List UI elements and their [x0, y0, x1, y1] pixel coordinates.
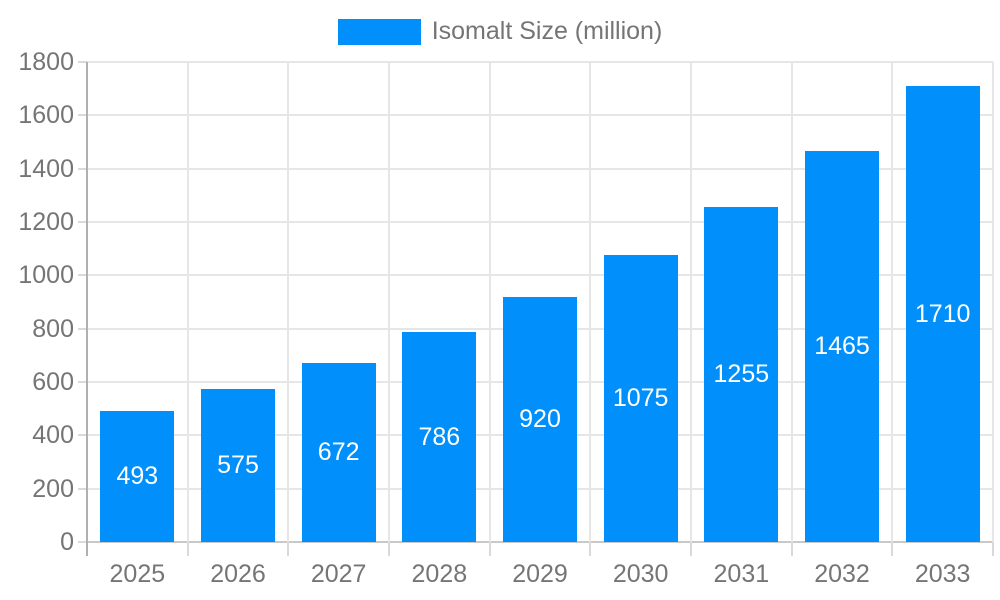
legend-label: Isomalt Size (million) — [431, 17, 663, 45]
y-axis-label: 800 — [32, 314, 74, 343]
x-axis-label: 2028 — [411, 560, 468, 588]
y-axis-label: 1800 — [18, 48, 74, 76]
x-axis-label: 2027 — [310, 560, 367, 588]
y-axis-label: 1000 — [18, 261, 74, 290]
gridline-horizontal — [87, 114, 993, 117]
x-axis-label: 2029 — [512, 560, 568, 588]
x-axis-label: 2033 — [914, 560, 971, 588]
y-axis-label: 200 — [32, 474, 74, 503]
y-axis-tick — [78, 381, 87, 383]
gridline-horizontal — [87, 61, 993, 63]
bar: 672 — [301, 362, 376, 542]
bar-value-label: 1075 — [612, 384, 669, 413]
x-axis-label: 2032 — [814, 560, 870, 588]
y-axis-label: 1400 — [18, 154, 74, 183]
y-axis-label: 1600 — [18, 101, 74, 130]
gridline-horizontal — [87, 221, 993, 223]
y-axis-label: 600 — [32, 368, 74, 396]
x-axis-line — [87, 541, 993, 543]
bar: 493 — [100, 410, 175, 542]
gridline-vertical — [287, 62, 290, 542]
y-axis-label: 0 — [60, 528, 74, 556]
x-axis-label: 2030 — [612, 560, 669, 588]
bar: 920 — [503, 296, 577, 542]
bar: 1465 — [805, 151, 879, 542]
y-axis-label: 400 — [32, 421, 74, 450]
x-axis-tick — [186, 542, 189, 556]
x-axis-label: 2031 — [713, 560, 770, 588]
bar-value-label: 575 — [217, 450, 259, 479]
gridline-vertical — [992, 62, 994, 542]
bar-value-label: 786 — [418, 422, 461, 451]
bar-value-label: 920 — [519, 404, 561, 433]
gridline-vertical — [790, 62, 793, 542]
x-axis-tick — [891, 542, 894, 556]
bar-value-label: 672 — [317, 437, 360, 466]
gridline-vertical — [891, 62, 894, 542]
bar: 575 — [201, 388, 275, 542]
bar-value-label: 1255 — [713, 360, 770, 389]
y-axis-label: 1200 — [18, 208, 74, 236]
gridline-vertical — [589, 62, 592, 542]
x-axis-tick — [690, 542, 692, 556]
y-axis-tick — [78, 221, 87, 223]
gridline-vertical — [690, 62, 692, 542]
x-axis-tick — [589, 542, 592, 556]
bar: 1255 — [704, 207, 779, 542]
x-axis-tick — [488, 542, 491, 556]
x-axis-label: 2025 — [109, 560, 166, 588]
x-axis-label: 2026 — [210, 560, 266, 588]
bar: 1710 — [905, 86, 980, 542]
x-axis-tick — [388, 542, 390, 556]
bar-value-label: 493 — [116, 461, 159, 490]
x-axis-tick — [287, 542, 290, 556]
y-axis-tick — [78, 274, 87, 277]
x-axis-tick — [992, 542, 994, 556]
y-axis-tick — [78, 434, 87, 437]
y-axis-tick — [78, 114, 87, 117]
x-axis-tick — [790, 542, 793, 556]
gridline-vertical — [186, 62, 189, 542]
y-axis-tick — [78, 167, 87, 170]
gridline-horizontal — [87, 274, 993, 277]
y-axis-tick — [78, 327, 87, 330]
y-axis-tick — [78, 487, 87, 490]
bar: 1075 — [603, 255, 678, 542]
bar-value-label: 1710 — [914, 299, 971, 328]
y-axis-line — [86, 62, 88, 556]
legend-item[interactable]: Isomalt Size (million) — [337, 17, 663, 46]
gridline-vertical — [388, 62, 390, 542]
legend-marker-icon — [337, 18, 421, 45]
y-axis-tick — [78, 61, 87, 63]
y-axis-tick — [78, 541, 87, 543]
gridline-horizontal — [87, 167, 993, 170]
bar-value-label: 1465 — [814, 332, 870, 361]
gridline-vertical — [488, 62, 491, 542]
bar: 786 — [402, 332, 477, 542]
legend: Isomalt Size (million) — [0, 17, 1000, 46]
